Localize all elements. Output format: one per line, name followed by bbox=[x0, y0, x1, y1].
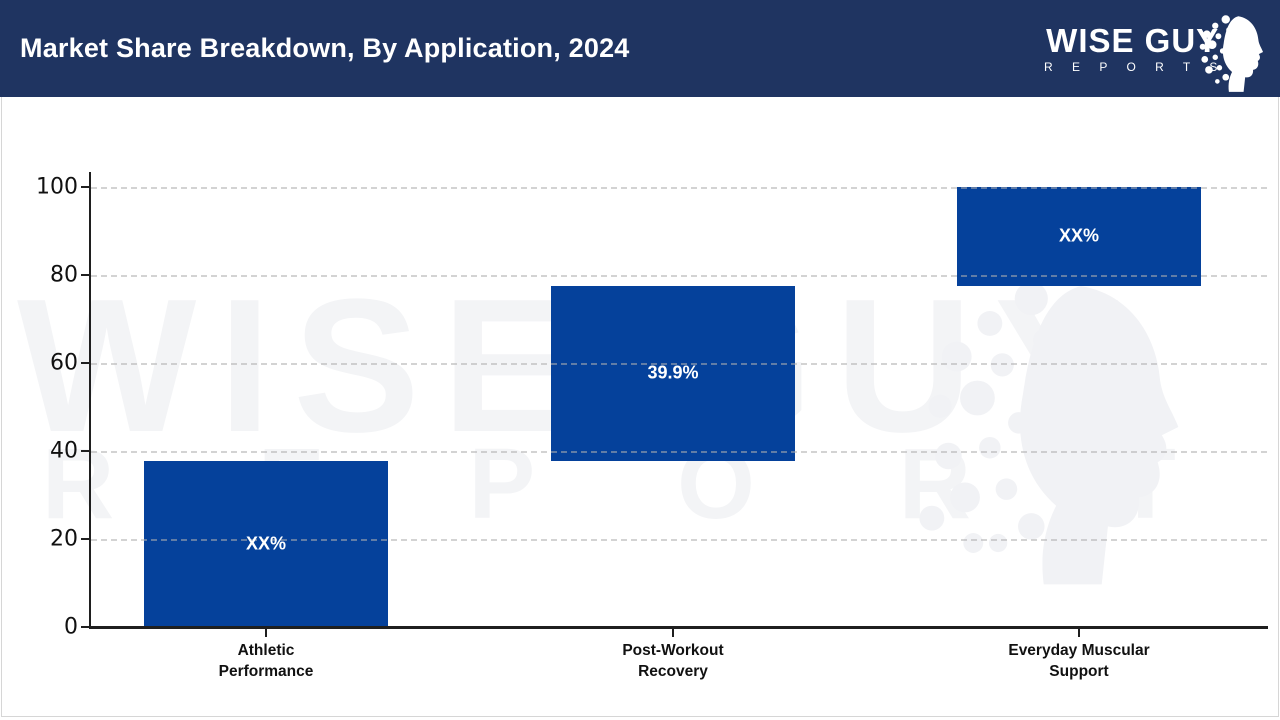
logo-face-icon bbox=[1199, 15, 1264, 92]
x-category-label: Athletic Performance bbox=[218, 642, 314, 680]
gridline bbox=[91, 275, 1267, 277]
wise-guy-logo: WISE GUY R E P O R T S bbox=[1018, 6, 1268, 92]
bar-value-label: XX% bbox=[1058, 225, 1100, 246]
x-tick-mark bbox=[672, 629, 674, 637]
y-tick-mark bbox=[81, 362, 90, 364]
y-tick-mark bbox=[81, 274, 90, 276]
x-category-label: Post-Workout Recovery bbox=[622, 642, 724, 680]
logo-subtitle: R E P O R T S bbox=[1044, 60, 1226, 74]
y-tick-mark bbox=[81, 538, 90, 540]
bar bbox=[551, 285, 795, 462]
y-tick-label: 60 bbox=[50, 350, 78, 376]
bar-value-label: 39.9% bbox=[647, 362, 699, 383]
logo-name: WISE GUY bbox=[1046, 22, 1220, 59]
x-axis-line bbox=[89, 626, 1268, 629]
y-tick-label: 80 bbox=[50, 262, 78, 288]
y-tick-label: 40 bbox=[50, 438, 78, 464]
bar-value-label: XX% bbox=[245, 533, 287, 554]
page-title: Market Share Breakdown, By Application, … bbox=[20, 33, 630, 63]
y-tick-mark bbox=[81, 626, 90, 628]
gridline bbox=[91, 187, 1267, 189]
y-tick-label: 0 bbox=[64, 614, 78, 640]
y-tick-label: 100 bbox=[36, 174, 78, 200]
header-bar: Market Share Breakdown, By Application, … bbox=[0, 0, 1280, 97]
y-tick-mark bbox=[81, 450, 90, 452]
x-tick-mark bbox=[265, 629, 267, 637]
gridline bbox=[91, 363, 1267, 365]
x-tick-mark bbox=[1078, 629, 1080, 637]
bar bbox=[144, 461, 388, 627]
gridline bbox=[91, 539, 1267, 541]
bar bbox=[957, 187, 1201, 286]
y-tick-mark bbox=[81, 186, 90, 188]
x-category-label: Everyday Muscular Support bbox=[1008, 642, 1150, 680]
y-tick-label: 20 bbox=[50, 526, 78, 552]
logo-text: WISE GUY R E P O R T S bbox=[1040, 22, 1226, 75]
chart-card: WISE GUY R E P O R T S XX%39.9%XX%020406… bbox=[1, 97, 1280, 717]
y-axis-line bbox=[89, 172, 91, 629]
gridline bbox=[91, 451, 1267, 453]
